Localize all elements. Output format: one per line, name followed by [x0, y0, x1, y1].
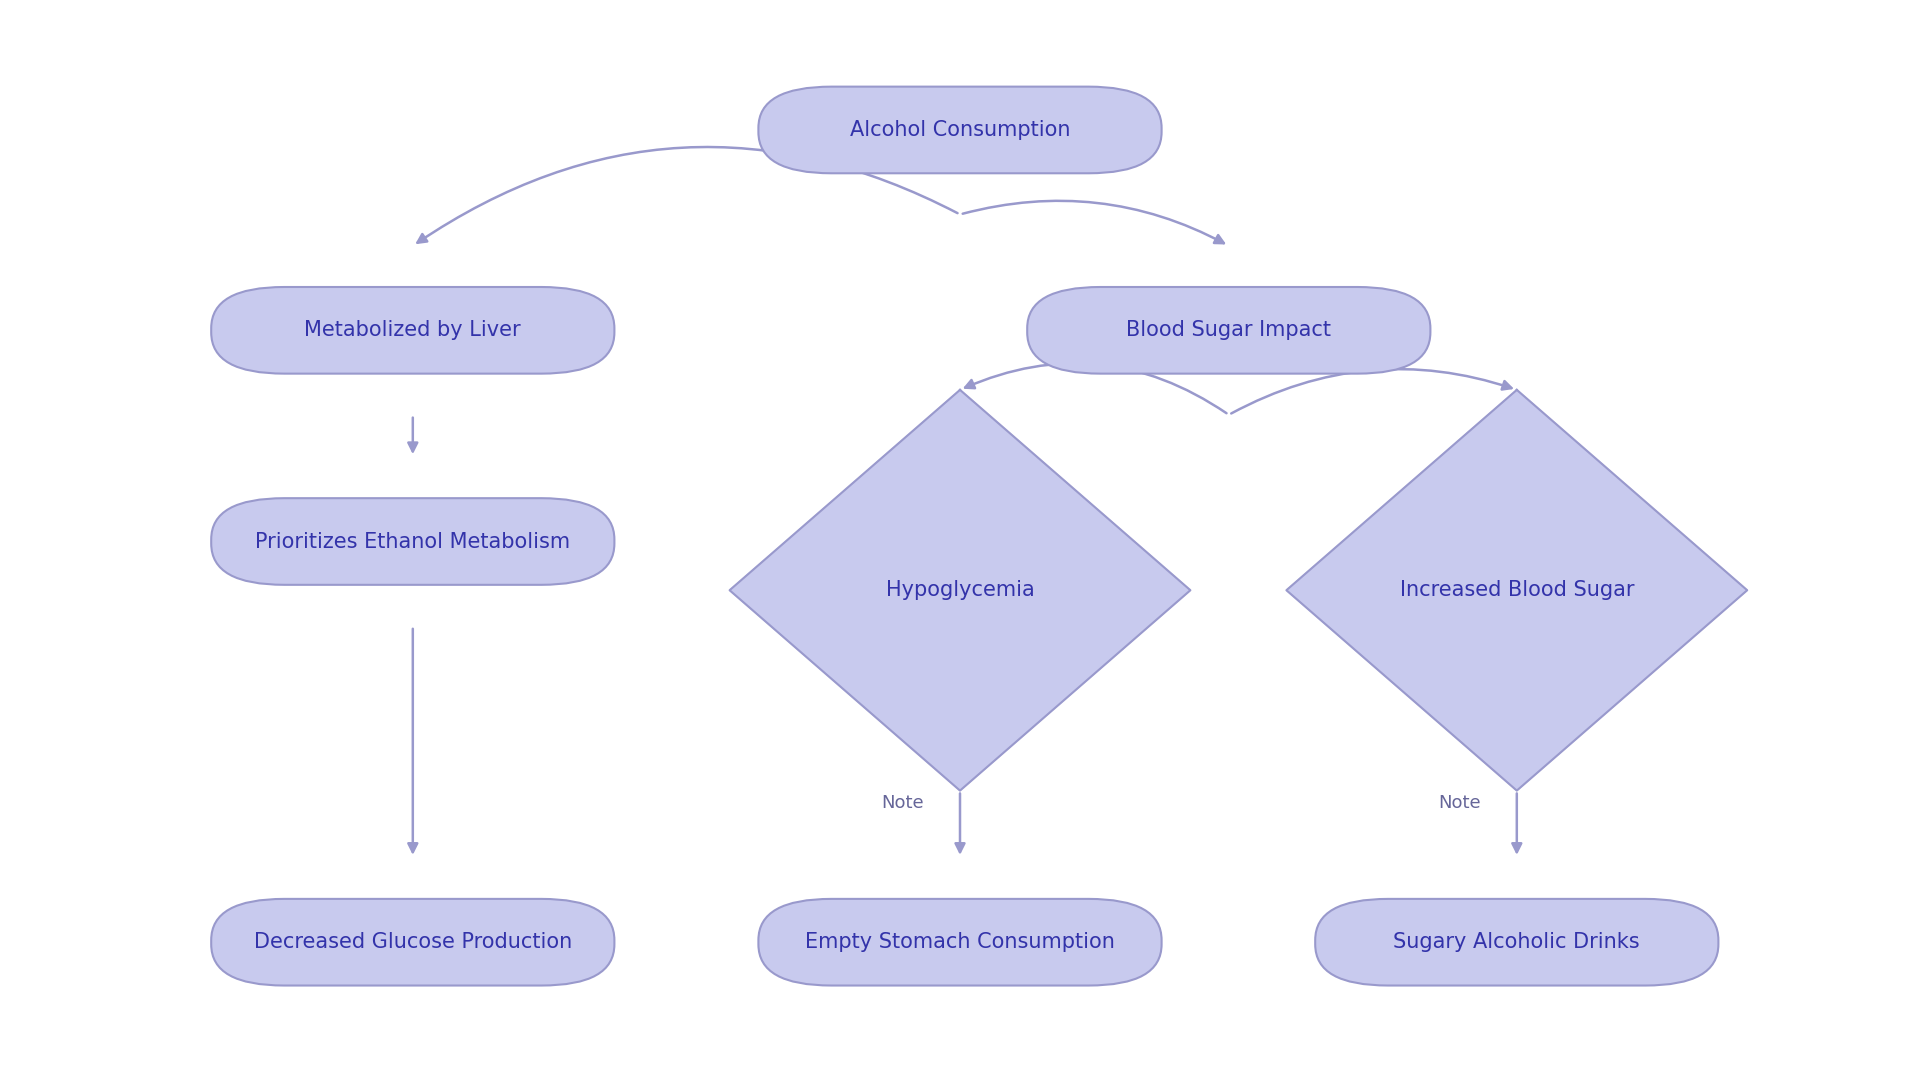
Text: Metabolized by Liver: Metabolized by Liver [305, 321, 520, 340]
Text: Alcohol Consumption: Alcohol Consumption [851, 120, 1069, 140]
Text: Note: Note [1438, 794, 1480, 811]
Text: Increased Blood Sugar: Increased Blood Sugar [1400, 580, 1634, 600]
Polygon shape [1286, 390, 1747, 791]
FancyBboxPatch shape [758, 899, 1162, 986]
Text: Decreased Glucose Production: Decreased Glucose Production [253, 932, 572, 952]
FancyBboxPatch shape [211, 287, 614, 374]
Text: Sugary Alcoholic Drinks: Sugary Alcoholic Drinks [1394, 932, 1640, 952]
FancyBboxPatch shape [211, 498, 614, 585]
FancyBboxPatch shape [758, 87, 1162, 173]
Text: Note: Note [881, 794, 924, 811]
Text: Empty Stomach Consumption: Empty Stomach Consumption [804, 932, 1116, 952]
Text: Hypoglycemia: Hypoglycemia [885, 580, 1035, 600]
Text: Prioritizes Ethanol Metabolism: Prioritizes Ethanol Metabolism [255, 532, 570, 551]
Text: Blood Sugar Impact: Blood Sugar Impact [1127, 321, 1331, 340]
FancyBboxPatch shape [1027, 287, 1430, 374]
FancyBboxPatch shape [211, 899, 614, 986]
FancyBboxPatch shape [1315, 899, 1718, 986]
Polygon shape [730, 390, 1190, 791]
